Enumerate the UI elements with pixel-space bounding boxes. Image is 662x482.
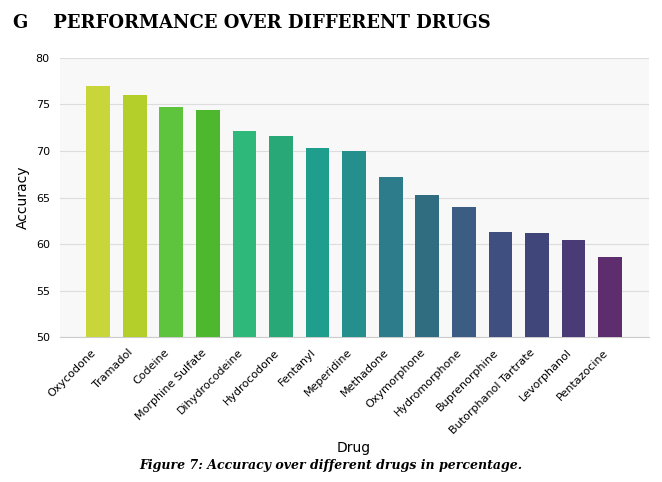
Bar	[196, 110, 220, 337]
Bar	[306, 148, 330, 337]
Bar	[232, 131, 256, 337]
Bar	[123, 95, 147, 337]
X-axis label: Drug: Drug	[337, 442, 371, 455]
Bar	[561, 241, 585, 337]
Bar	[342, 151, 366, 337]
Bar	[416, 195, 439, 337]
Bar	[379, 177, 402, 337]
Bar	[525, 233, 549, 337]
Bar	[452, 207, 476, 337]
Bar	[269, 136, 293, 337]
Bar	[489, 232, 512, 337]
Bar	[598, 257, 622, 337]
Bar	[86, 86, 110, 337]
Text: Figure 7: Accuracy over different drugs in percentage.: Figure 7: Accuracy over different drugs …	[140, 459, 522, 472]
Text: G    PERFORMANCE OVER DIFFERENT DRUGS: G PERFORMANCE OVER DIFFERENT DRUGS	[13, 14, 491, 32]
Bar	[160, 107, 183, 337]
Y-axis label: Accuracy: Accuracy	[16, 166, 30, 229]
